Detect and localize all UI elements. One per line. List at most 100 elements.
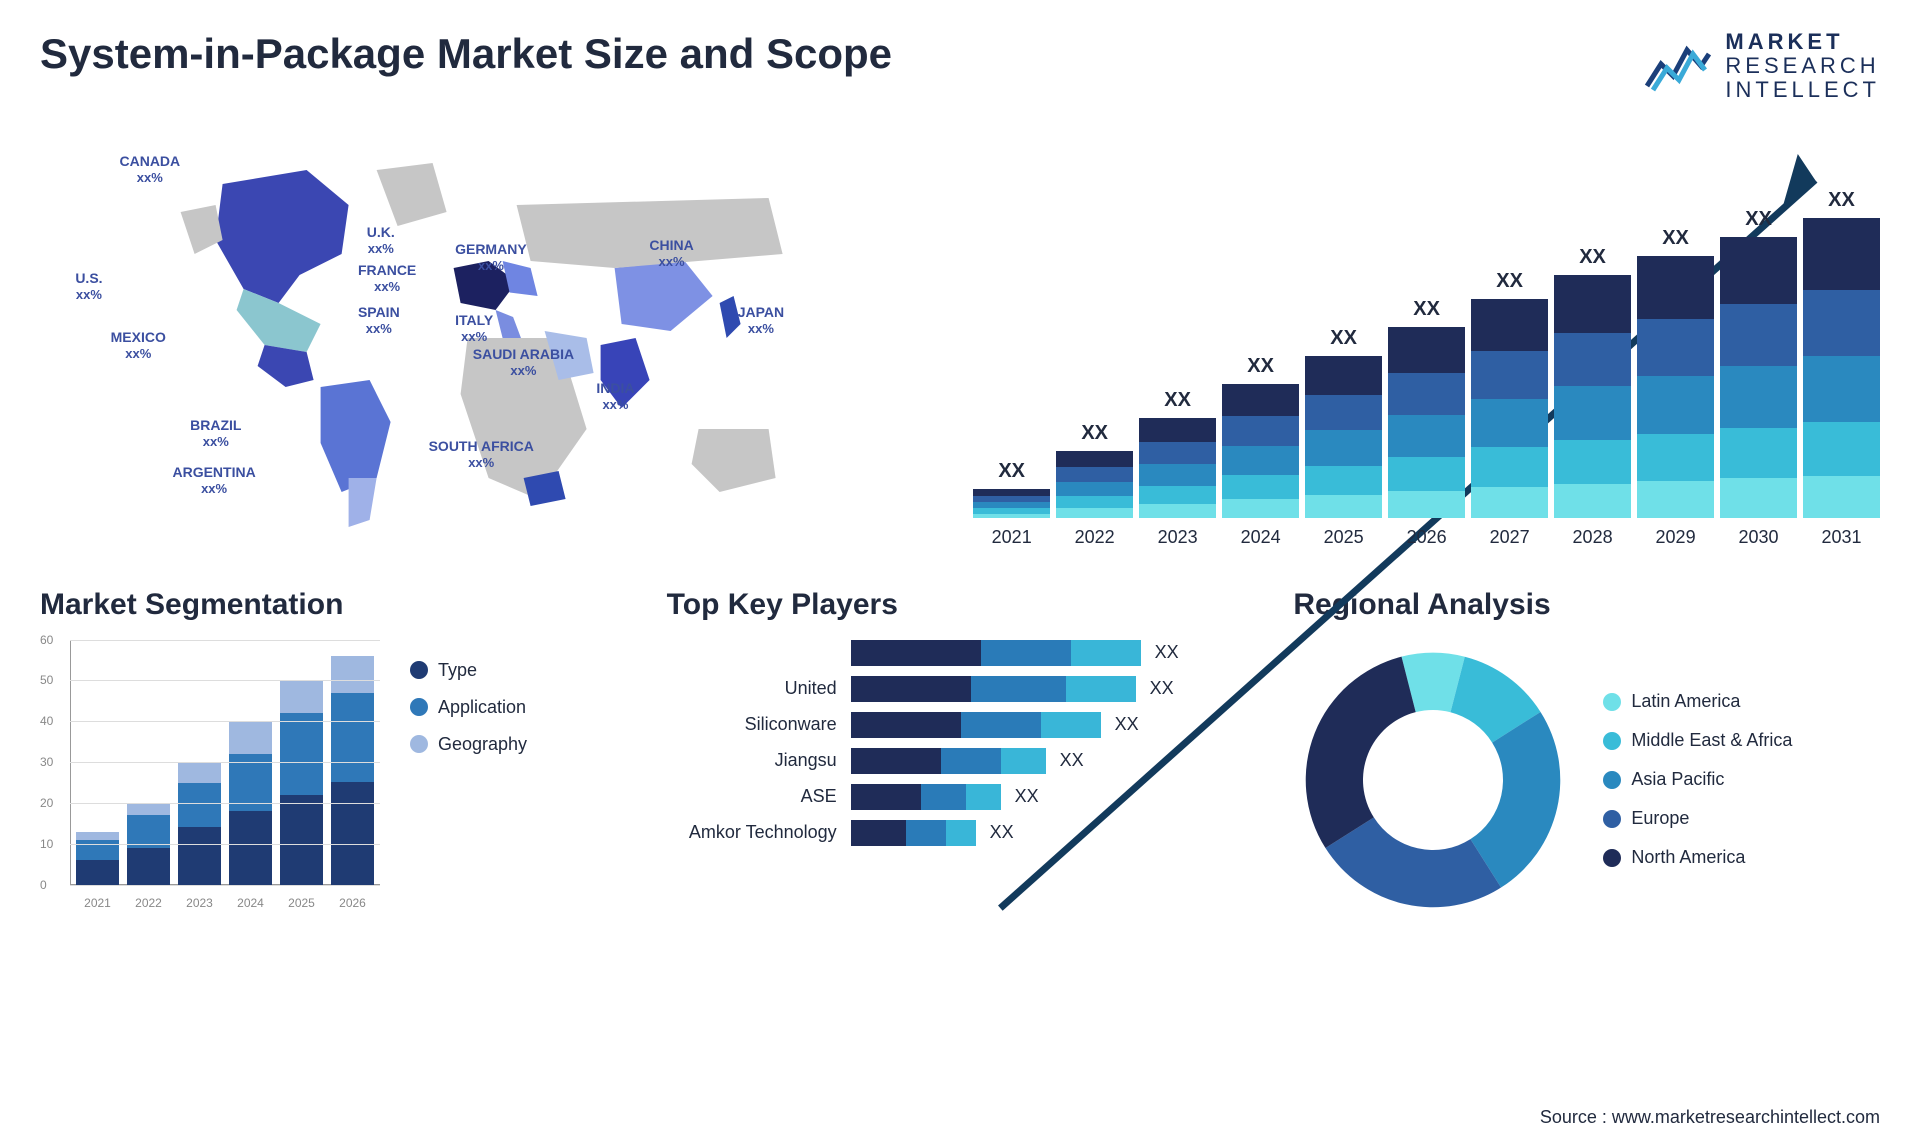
growth-value-label: XX xyxy=(1496,270,1523,293)
growth-value-label: XX xyxy=(1828,189,1855,212)
legend-dot-icon xyxy=(1603,849,1621,867)
seg-ytick-50: 50 xyxy=(40,673,53,687)
legend-dot-icon xyxy=(410,661,428,679)
kp-value: XX xyxy=(1115,714,1139,735)
kp-bar xyxy=(851,820,976,846)
kp-row-1: UnitedXX xyxy=(667,676,1254,702)
map-label-mexico: MEXICOxx% xyxy=(111,329,166,362)
map-label-germany: GERMANYxx% xyxy=(455,241,527,274)
growth-x-2031: 2031 xyxy=(1803,527,1880,548)
growth-x-2027: 2027 xyxy=(1471,527,1548,548)
logo-icon xyxy=(1643,36,1713,96)
legend-dot-icon xyxy=(1603,771,1621,789)
kp-bar xyxy=(851,748,1046,774)
growth-value-label: XX xyxy=(1247,355,1274,378)
segmentation-title: Market Segmentation xyxy=(40,588,627,622)
map-label-us: U.S.xx% xyxy=(75,270,102,303)
growth-bar-2026: XX xyxy=(1388,298,1465,517)
map-label-brazil: BRAZILxx% xyxy=(190,417,241,450)
legend-dot-icon xyxy=(1603,693,1621,711)
kp-value: XX xyxy=(1060,750,1084,771)
growth-value-label: XX xyxy=(1745,208,1772,231)
growth-value-label: XX xyxy=(1662,227,1689,250)
map-label-safrica: SOUTH AFRICAxx% xyxy=(429,438,534,471)
growth-value-label: XX xyxy=(1081,422,1108,445)
growth-x-2030: 2030 xyxy=(1720,527,1797,548)
growth-value-label: XX xyxy=(1164,389,1191,412)
seg-bar-2025 xyxy=(280,680,323,884)
growth-bar-2031: XX xyxy=(1803,189,1880,518)
map-label-japan: JAPANxx% xyxy=(738,304,784,337)
growth-bar-2030: XX xyxy=(1720,208,1797,518)
growth-x-2026: 2026 xyxy=(1388,527,1465,548)
world-map: CANADAxx%U.S.xx%MEXICOxx%BRAZILxx%ARGENT… xyxy=(40,128,923,548)
logo-line2: RESEARCH xyxy=(1725,54,1880,78)
growth-bar-2023: XX xyxy=(1139,389,1216,518)
map-region-au xyxy=(692,429,776,492)
map-label-saudi: SAUDI ARABIAxx% xyxy=(473,346,574,379)
growth-value-label: XX xyxy=(1579,246,1606,269)
reg-legend-europe: Europe xyxy=(1603,808,1792,829)
map-label-argentina: ARGENTINAxx% xyxy=(172,464,255,497)
seg-bar-2026 xyxy=(331,656,374,885)
seg-x-2021: 2021 xyxy=(76,896,119,910)
map-region-na xyxy=(216,170,349,303)
seg-legend-geography: Geography xyxy=(410,734,527,755)
seg-ytick-0: 0 xyxy=(40,878,47,892)
map-region-alaska xyxy=(181,205,223,254)
growth-x-2024: 2024 xyxy=(1222,527,1299,548)
kp-row-2: SiliconwareXX xyxy=(667,712,1254,738)
kp-value: XX xyxy=(990,822,1014,843)
growth-bar-2022: XX xyxy=(1056,422,1133,518)
map-region-arg xyxy=(349,478,377,527)
map-region-greenland xyxy=(377,163,447,226)
page-title: System-in-Package Market Size and Scope xyxy=(40,30,892,78)
segmentation-legend: TypeApplicationGeography xyxy=(410,640,527,910)
reg-legend-middle-east-africa: Middle East & Africa xyxy=(1603,730,1792,751)
seg-ytick-60: 60 xyxy=(40,633,53,647)
segmentation-chart: 202120222023202420252026 0102030405060 xyxy=(40,640,380,910)
map-label-italy: ITALYxx% xyxy=(455,312,493,345)
kp-label: United xyxy=(667,678,837,699)
kp-row-4: ASEXX xyxy=(667,784,1254,810)
growth-value-label: XX xyxy=(998,460,1025,483)
growth-x-2023: 2023 xyxy=(1139,527,1216,548)
map-label-china: CHINAxx% xyxy=(649,237,693,270)
regional-donut xyxy=(1293,640,1573,920)
map-region-cn xyxy=(615,261,713,331)
seg-bar-2023 xyxy=(178,762,221,884)
legend-dot-icon xyxy=(1603,810,1621,828)
map-region-sa xyxy=(321,380,391,492)
growth-bar-2029: XX xyxy=(1637,227,1714,518)
seg-x-2026: 2026 xyxy=(331,896,374,910)
growth-bar-2021: XX xyxy=(973,460,1050,518)
growth-x-2028: 2028 xyxy=(1554,527,1631,548)
donut-seg-north-america xyxy=(1306,656,1416,847)
segmentation-panel: Market Segmentation 2021 2022 2023 2024 2025… xyxy=(40,588,627,928)
key-players-title: Top Key Players xyxy=(667,588,1254,622)
seg-x-2025: 2025 xyxy=(280,896,323,910)
growth-x-2025: 2025 xyxy=(1305,527,1382,548)
map-label-india: INDIAxx% xyxy=(596,380,634,413)
regional-panel: Regional Analysis Latin AmericaMiddle Ea… xyxy=(1293,588,1880,928)
seg-x-2023: 2023 xyxy=(178,896,221,910)
legend-dot-icon xyxy=(410,735,428,753)
growth-bar-2028: XX xyxy=(1554,246,1631,518)
growth-x-2021: 2021 xyxy=(973,527,1050,548)
key-players-chart: XXUnitedXXSiliconwareXXJiangsuXXASEXXAmk… xyxy=(667,640,1254,846)
key-players-panel: Top Key Players XXUnitedXXSiliconwareXXJ… xyxy=(667,588,1254,928)
reg-legend-north-america: North America xyxy=(1603,847,1792,868)
growth-value-label: XX xyxy=(1330,327,1357,350)
growth-bar-chart: XXXXXXXXXXXXXXXXXXXXXX 20212022202320242… xyxy=(973,128,1880,548)
kp-bar xyxy=(851,784,1001,810)
seg-x-2024: 2024 xyxy=(229,896,272,910)
seg-x-2022: 2022 xyxy=(127,896,170,910)
kp-value: XX xyxy=(1015,786,1039,807)
kp-label: Amkor Technology xyxy=(667,822,837,843)
kp-label: Jiangsu xyxy=(667,750,837,771)
growth-bar-2024: XX xyxy=(1222,355,1299,517)
seg-ytick-30: 30 xyxy=(40,755,53,769)
map-label-spain: SPAINxx% xyxy=(358,304,400,337)
regional-title: Regional Analysis xyxy=(1293,588,1880,622)
seg-ytick-10: 10 xyxy=(40,837,53,851)
